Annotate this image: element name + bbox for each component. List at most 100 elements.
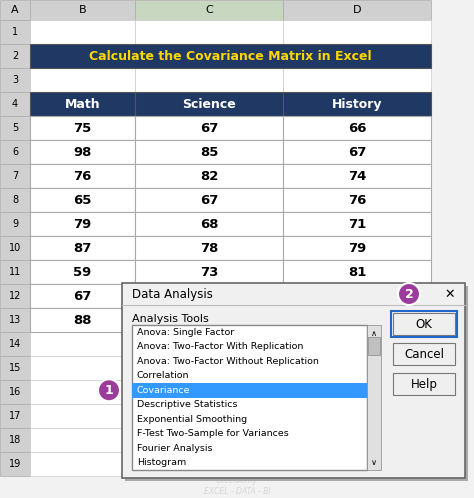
Bar — [0, 452, 30, 476]
Bar — [30, 44, 431, 68]
Bar — [393, 343, 455, 365]
Text: 85: 85 — [200, 145, 218, 158]
Text: C: C — [205, 5, 213, 15]
Bar — [0, 284, 30, 308]
Bar — [135, 284, 283, 308]
Bar — [0, 116, 30, 140]
Text: 76: 76 — [73, 169, 91, 182]
Text: 11: 11 — [9, 267, 21, 277]
Text: 82: 82 — [200, 169, 218, 182]
Bar — [283, 164, 431, 188]
Bar — [135, 116, 283, 140]
Text: 12: 12 — [9, 291, 21, 301]
Text: Correlation: Correlation — [137, 371, 190, 380]
Text: 3: 3 — [12, 75, 18, 85]
Bar — [283, 164, 431, 188]
Text: Data Analysis: Data Analysis — [132, 287, 213, 300]
Bar — [30, 428, 135, 452]
Bar — [135, 452, 283, 476]
Bar — [30, 308, 135, 332]
Bar — [30, 164, 135, 188]
Bar — [393, 373, 455, 395]
Text: Science: Science — [182, 98, 236, 111]
Text: 5: 5 — [12, 123, 18, 133]
Bar — [30, 236, 135, 260]
Text: 71: 71 — [348, 218, 366, 231]
Bar — [135, 236, 283, 260]
Bar — [135, 212, 283, 236]
Bar — [30, 92, 135, 116]
Bar — [30, 404, 135, 428]
Bar — [135, 92, 283, 116]
Bar — [283, 452, 431, 476]
Bar — [135, 20, 283, 44]
Text: 16: 16 — [9, 387, 21, 397]
Bar — [30, 452, 135, 476]
Bar — [0, 68, 30, 92]
Bar — [135, 44, 283, 68]
Bar — [0, 260, 30, 284]
Text: 1: 1 — [12, 27, 18, 37]
Bar — [135, 188, 283, 212]
Bar — [0, 164, 30, 188]
Bar — [30, 332, 135, 356]
Text: 6: 6 — [12, 147, 18, 157]
Bar — [283, 308, 431, 332]
Bar — [135, 0, 283, 20]
Text: 94: 94 — [200, 314, 218, 327]
Bar — [30, 356, 135, 380]
Text: 67: 67 — [348, 145, 366, 158]
Bar — [283, 212, 431, 236]
Bar — [283, 404, 431, 428]
Bar — [125, 286, 468, 481]
Bar — [135, 332, 283, 356]
Bar — [283, 284, 431, 308]
Text: 74: 74 — [348, 169, 366, 182]
Bar — [283, 92, 431, 116]
Bar — [283, 260, 431, 284]
Bar — [135, 236, 283, 260]
Bar — [283, 92, 431, 116]
Text: D: D — [353, 5, 361, 15]
Bar — [30, 284, 135, 308]
Bar — [135, 428, 283, 452]
Bar — [135, 92, 283, 116]
Text: Cancel: Cancel — [404, 348, 444, 361]
Bar — [283, 140, 431, 164]
Bar — [30, 380, 135, 404]
Text: exceldemy
EXCEL - DATA - BI: exceldemy EXCEL - DATA - BI — [204, 476, 270, 496]
Text: 4: 4 — [12, 99, 18, 109]
Bar — [283, 380, 431, 404]
Bar — [30, 116, 135, 140]
Bar — [0, 140, 30, 164]
Bar — [135, 212, 283, 236]
Text: 86: 86 — [348, 314, 366, 327]
Bar — [30, 212, 135, 236]
Bar — [122, 283, 465, 478]
Bar — [367, 325, 381, 470]
Bar — [283, 236, 431, 260]
Text: Descriptive Statistics: Descriptive Statistics — [137, 400, 237, 409]
Bar — [30, 188, 135, 212]
Text: A: A — [11, 5, 19, 15]
Text: Exponential Smoothing: Exponential Smoothing — [137, 415, 247, 424]
Text: 17: 17 — [9, 411, 21, 421]
Bar — [132, 383, 367, 397]
Text: 15: 15 — [9, 363, 21, 373]
Text: ?: ? — [412, 287, 419, 300]
Bar — [283, 188, 431, 212]
Text: OK: OK — [416, 318, 432, 331]
Bar — [0, 44, 30, 68]
Bar — [30, 140, 135, 164]
Bar — [283, 356, 431, 380]
Text: Anova: Single Factor: Anova: Single Factor — [137, 328, 234, 337]
Bar — [135, 68, 283, 92]
Bar — [135, 164, 283, 188]
Text: 2: 2 — [12, 51, 18, 61]
Circle shape — [98, 379, 120, 401]
Text: 88: 88 — [73, 314, 92, 327]
Bar — [30, 212, 135, 236]
Bar — [135, 260, 283, 284]
Text: ∧: ∧ — [371, 329, 377, 338]
Text: Fourier Analysis: Fourier Analysis — [137, 444, 212, 453]
